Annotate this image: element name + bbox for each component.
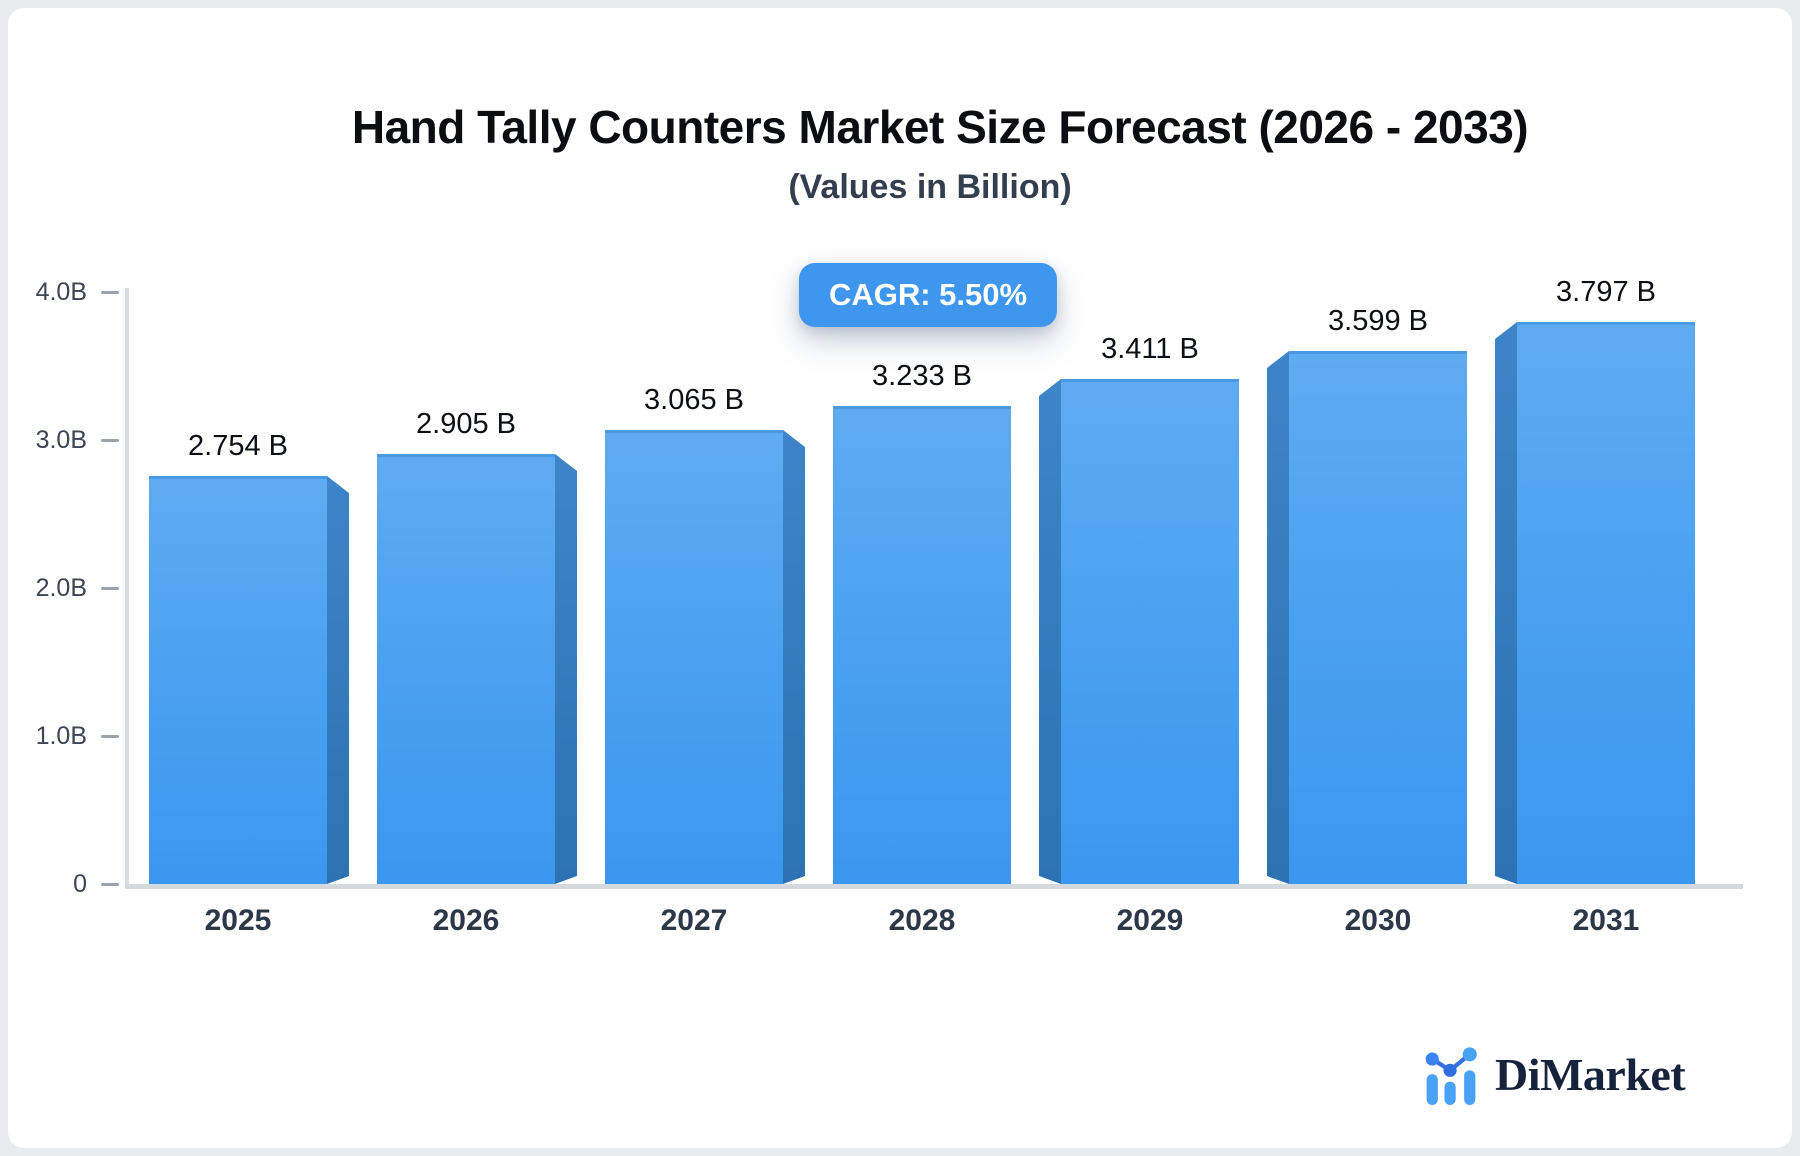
x-axis-line: [125, 884, 1743, 889]
y-axis-tick-label: 4.0B: [35, 278, 87, 306]
y-axis-line: [125, 288, 129, 886]
bar-value-label: 3.599 B: [1328, 305, 1428, 337]
bar-front-face: [149, 476, 327, 884]
bar-side-face: [1039, 379, 1061, 884]
bar-front-face: [1061, 379, 1239, 884]
bar-side-face: [1495, 322, 1517, 884]
bar-value-label: 3.411 B: [1101, 333, 1199, 365]
bar-value-label: 3.797 B: [1556, 276, 1656, 308]
y-axis-tick-mark: [101, 291, 119, 294]
y-axis-tick-label: 1.0B: [35, 722, 87, 750]
bar-front-face: [605, 430, 783, 884]
x-axis-label: 2027: [660, 904, 728, 937]
bar-2030: 3.599 B 2030: [1289, 305, 1467, 937]
y-axis-tick-mark: [101, 735, 119, 738]
y-axis-tick-label: 2.0B: [35, 574, 87, 602]
bar-side-face: [327, 476, 349, 884]
bar-2027: 3.065 B 2027: [605, 384, 783, 937]
x-axis-label: 2029: [1116, 904, 1184, 937]
bar-2028: 3.233 B 2028: [833, 360, 1011, 937]
y-axis-tick-label: 0: [73, 870, 87, 898]
y-axis-tick-mark: [101, 883, 119, 886]
chart-title: Hand Tally Counters Market Size Forecast…: [351, 101, 1529, 153]
bar-front-face: [377, 454, 555, 884]
y-axis-tick-label: 3.0B: [35, 426, 87, 454]
x-axis-label: 2026: [432, 904, 500, 937]
x-axis-label: 2025: [204, 904, 272, 937]
bar-2029: 3.411 B 2029: [1061, 333, 1239, 937]
x-axis-label: 2028: [888, 904, 956, 937]
y-axis-tick-mark: [101, 587, 119, 590]
bar-front-face: [833, 406, 1011, 884]
x-axis-label: 2030: [1344, 904, 1412, 937]
y-axis-tick-mark: [101, 439, 119, 442]
bar-value-label: 3.065 B: [644, 384, 744, 416]
bar-side-face: [555, 454, 577, 884]
cagr-badge: CAGR: 5.50%: [798, 263, 1058, 327]
bar-front-face: [1517, 322, 1695, 884]
bar-side-face: [783, 430, 805, 884]
bar-value-label: 3.233 B: [872, 360, 972, 392]
cagr-badge-label: CAGR: 5.50%: [828, 277, 1028, 312]
bar-2026: 2.905 B 2026: [377, 408, 555, 937]
dimarket-logo-icon: [1425, 1047, 1477, 1105]
brand-name: DiMarket: [1495, 1049, 1686, 1100]
bar-value-label: 2.905 B: [416, 408, 516, 440]
chart-subtitle: (Values in Billion): [788, 168, 1072, 206]
bar-2031: 3.797 B 2031: [1517, 276, 1695, 937]
brand-logo: DiMarket: [1422, 1044, 1686, 1106]
bar-value-label: 2.754 B: [188, 430, 288, 462]
bar-front-face: [1289, 351, 1467, 884]
x-axis-label: 2031: [1572, 904, 1640, 937]
bar-2025: 2.754 B 2025: [149, 430, 327, 937]
bar-side-face: [1267, 351, 1289, 884]
